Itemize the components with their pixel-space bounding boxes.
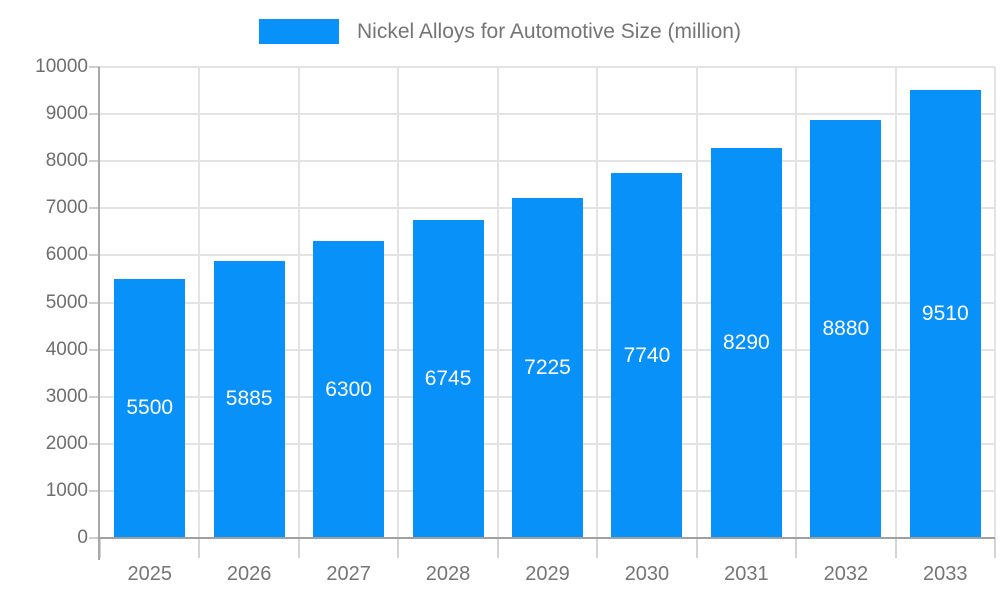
x-axis-tick-label: 2031 [724, 563, 769, 585]
x-axis-labels: 2025 2026 2027 2028 2029 2030 2031 2032 2033 [100, 562, 995, 588]
bar-2033[interactable]: 9510 [909, 90, 981, 538]
x-axis-tick-label: 2028 [425, 563, 471, 585]
gridline-horizontal [100, 113, 995, 116]
y-axis-tick [89, 66, 100, 68]
x-axis-tick [198, 538, 201, 558]
bar-value-label: 5500 [126, 396, 174, 420]
bar-value-label: 7740 [623, 343, 671, 367]
y-axis-tick-label: 5000 [45, 291, 88, 313]
bar-value-label: 6745 [424, 367, 472, 391]
y-axis-tick-label: 7000 [45, 197, 88, 219]
bar-value-label: 7225 [524, 355, 571, 379]
x-axis-tick [795, 538, 798, 558]
bar-2025[interactable]: 5500 [114, 278, 186, 538]
x-axis-tick [297, 538, 300, 558]
x-axis-tick [99, 538, 101, 558]
gridline-vertical [994, 67, 996, 538]
y-axis-tick [89, 348, 100, 351]
bar-2031[interactable]: 8290 [710, 147, 782, 538]
plot-area: 5500 5885 6300 6745 7225 7740 8290 8880 9510 [89, 66, 996, 560]
y-axis-tick [89, 537, 100, 539]
gridline-vertical [496, 67, 499, 538]
bar-2029[interactable]: 7225 [512, 197, 583, 538]
y-axis-tick-label: 8000 [45, 150, 88, 172]
bar-value-label: 6300 [325, 377, 372, 401]
y-axis-tick-label: 4000 [45, 338, 88, 360]
y-axis-tick [89, 489, 100, 492]
x-axis-tick-label: 2025 [127, 563, 172, 585]
x-axis-tick-label: 2032 [823, 563, 869, 585]
y-axis-tick-label: 3000 [45, 385, 88, 407]
x-axis-tick [596, 538, 599, 558]
gridline-vertical [397, 67, 400, 538]
x-axis-tick-label: 2027 [326, 563, 371, 585]
y-axis-tick-label: 6000 [45, 244, 88, 266]
y-axis-tick [89, 254, 100, 257]
gridline-horizontal [100, 160, 995, 163]
y-axis-tick [89, 301, 100, 304]
bar-2030[interactable]: 7740 [611, 173, 683, 538]
y-axis-tick-label: 9000 [45, 103, 88, 125]
y-axis-tick-label: 2000 [45, 432, 88, 454]
bar-value-label: 8880 [822, 316, 870, 340]
y-axis-tick [89, 160, 100, 163]
gridline-vertical [894, 67, 897, 538]
y-axis-line [98, 67, 100, 560]
gridline-vertical [198, 67, 201, 538]
x-axis-tick-label: 2029 [525, 563, 570, 585]
bar-2026[interactable]: 5885 [213, 260, 285, 538]
legend-swatch [259, 19, 340, 44]
gridline-vertical [795, 67, 798, 538]
bar-2032[interactable]: 8880 [810, 119, 882, 538]
bar-value-label: 9510 [921, 302, 969, 326]
legend: Nickel Alloys for Automotive Size (milli… [0, 19, 1000, 44]
x-axis-tick [994, 538, 996, 558]
gridline-horizontal [100, 66, 995, 68]
legend-label: Nickel Alloys for Automotive Size (milli… [357, 20, 741, 43]
y-axis-tick [89, 207, 100, 210]
x-axis-tick-label: 2026 [226, 563, 272, 585]
x-axis-tick [894, 538, 897, 558]
x-axis-tick [496, 538, 499, 558]
gridline-vertical [596, 67, 599, 538]
y-axis-tick [89, 395, 100, 398]
gridline-vertical [297, 67, 300, 538]
bar-2028[interactable]: 6745 [412, 220, 484, 538]
y-axis-tick-label: 1000 [45, 479, 88, 501]
bar-2027[interactable]: 6300 [313, 241, 385, 538]
bar-value-label: 8290 [723, 330, 770, 354]
x-axis-tick-label: 2033 [923, 563, 968, 585]
y-axis-tick [89, 442, 100, 445]
x-axis-tick [695, 538, 698, 558]
gridline-vertical [695, 67, 698, 538]
y-axis-labels: 0 1000 2000 3000 4000 5000 6000 7000 8000 9000 100… [0, 56, 88, 548]
x-axis-line [98, 537, 995, 539]
x-axis-tick-label: 2030 [624, 563, 670, 585]
x-axis-tick [397, 538, 400, 558]
y-axis-tick-label: 0 [77, 527, 88, 548]
y-axis-tick-label: 10000 [35, 56, 88, 77]
bar-value-label: 5885 [225, 387, 273, 411]
y-axis-tick [89, 113, 100, 116]
